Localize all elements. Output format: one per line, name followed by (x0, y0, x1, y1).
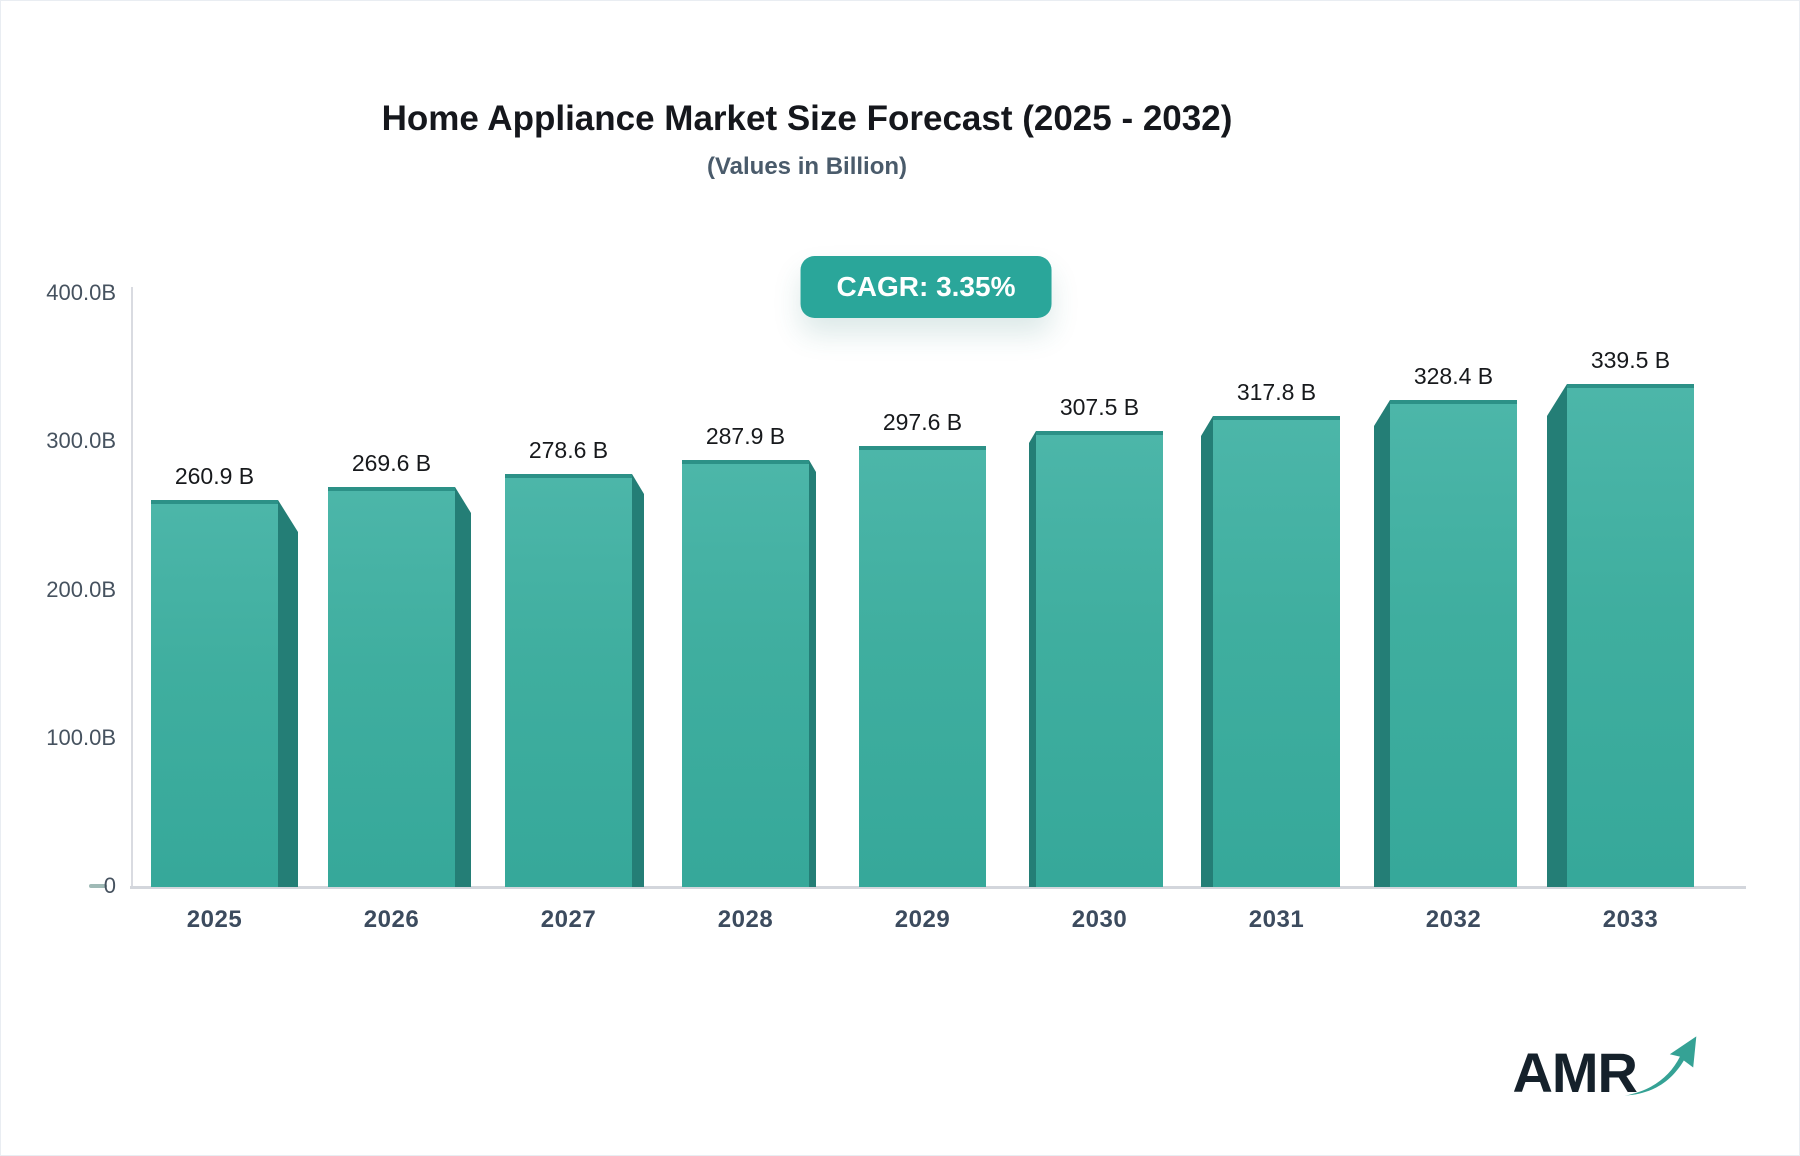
y-tick-label: 100.0B (46, 724, 116, 750)
x-tick-label: 2033 (1602, 906, 1659, 933)
bar-side-face (809, 460, 816, 887)
logo: AMR (1512, 1033, 1701, 1101)
bar-value-label: 339.5 B (1590, 347, 1671, 373)
bar-face (1390, 400, 1517, 887)
bar-value-label: 328.4 B (1413, 363, 1494, 389)
bar-face (682, 460, 809, 887)
y-axis-line (131, 287, 133, 887)
bar-value-label: 287.9 B (705, 423, 786, 449)
bar-group (1201, 416, 1340, 887)
bar-value-label: 260.9 B (174, 463, 255, 489)
bar-value-label: 297.6 B (882, 409, 963, 435)
bar-group (505, 474, 644, 887)
bar-side-face (1547, 384, 1567, 887)
bar-value-label: 317.8 B (1236, 379, 1317, 405)
logo-text: AMR (1512, 1041, 1638, 1104)
x-tick-label: 2030 (1071, 906, 1128, 933)
x-tick-label: 2031 (1248, 906, 1305, 933)
x-tick-label: 2028 (717, 906, 774, 933)
bar-group (682, 460, 816, 887)
y-tick-label: 200.0B (46, 576, 116, 602)
y-tick-label: 400.0B (46, 280, 116, 305)
y-tick-label: 300.0B (46, 428, 116, 454)
x-axis-line (130, 886, 1746, 889)
bar-face (151, 500, 278, 887)
bar-face (1036, 431, 1163, 887)
zero-tick-dash (89, 884, 107, 888)
x-tick-label: 2032 (1425, 906, 1482, 933)
bar-group (1547, 384, 1694, 887)
x-tick-label: 2026 (363, 906, 420, 933)
bar-group (151, 500, 298, 887)
bar-side-face (632, 474, 644, 887)
bar-value-label: 278.6 B (528, 437, 609, 463)
x-tick-label: 2027 (540, 906, 597, 933)
chart-subtitle: (Values in Billion) (706, 153, 908, 180)
bar-side-face (455, 487, 471, 887)
bar-face (859, 446, 986, 887)
bar-face (1567, 384, 1694, 887)
bar-side-face (1374, 400, 1390, 887)
bar-value-label: 269.6 B (351, 450, 432, 476)
bar-group (1374, 400, 1517, 887)
bar-face (328, 487, 455, 887)
header: Home Appliance Market Size Forecast (202… (1, 1, 1613, 181)
x-tick-label: 2025 (186, 906, 243, 933)
bar-group (328, 487, 471, 887)
y-tick-label: 0 (103, 873, 116, 898)
bar-group (1029, 431, 1163, 887)
growth-arrow-icon (1624, 1036, 1697, 1096)
bar-face (505, 474, 632, 887)
chart-title: Home Appliance Market Size Forecast (202… (381, 99, 1233, 138)
x-tick-label: 2029 (894, 906, 951, 933)
bar-value-label: 307.5 B (1059, 394, 1140, 420)
bar-side-face (1029, 431, 1036, 887)
bar-side-face (1201, 416, 1213, 887)
cagr-badge: CAGR: 3.35% (800, 256, 1052, 318)
bar-side-face (278, 500, 298, 887)
bar-group (859, 446, 986, 887)
bar-face (1213, 416, 1340, 887)
